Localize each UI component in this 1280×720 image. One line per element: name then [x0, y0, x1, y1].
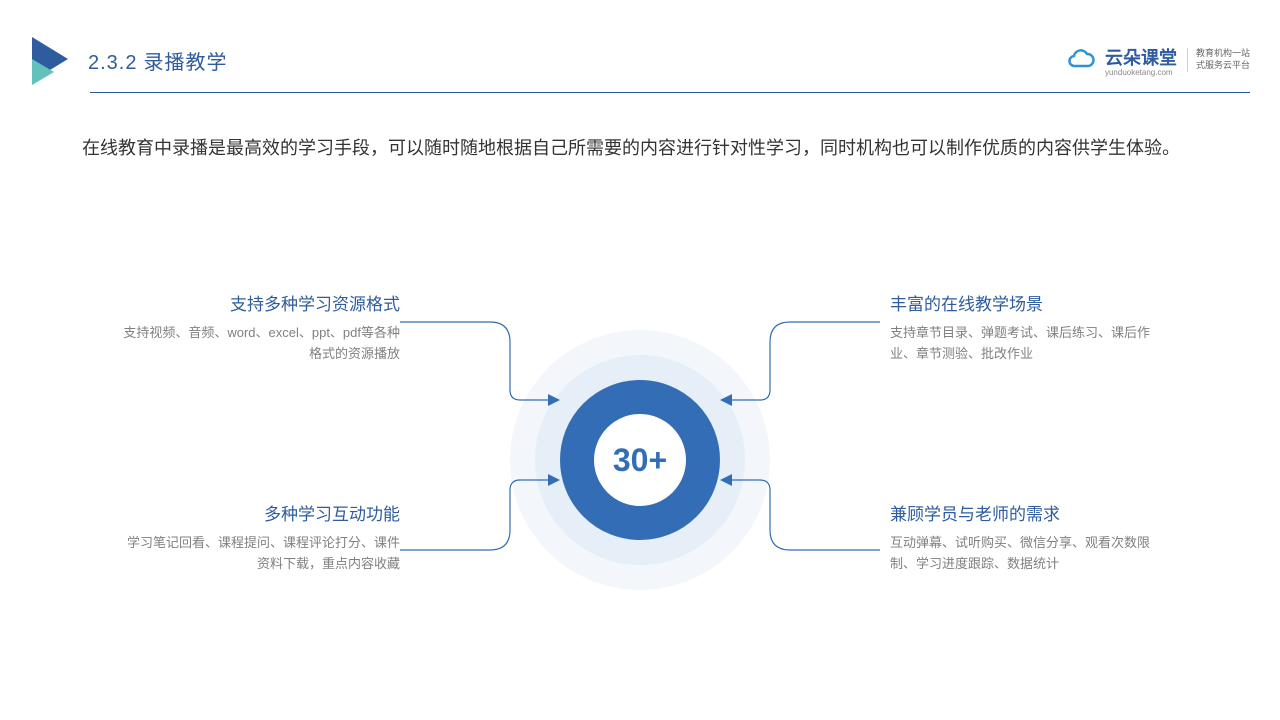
center-circle-widget: 30+ — [500, 320, 780, 600]
header: 2.3.2 录播教学 云朵课堂 yunduoketang.com 教育机构一站 式… — [30, 35, 1250, 85]
tagline-line1: 教育机构一站 — [1196, 48, 1250, 60]
feature-desc: 支持视频、音频、word、excel、ppt、pdf等各种格式的资源播放 — [120, 323, 400, 365]
title-underline — [90, 92, 1250, 93]
feature-desc: 支持章节目录、弹题考试、课后练习、课后作业、章节测验、批改作业 — [890, 323, 1170, 365]
section-title-text: 录播教学 — [143, 52, 227, 74]
feature-top-right: 丰富的在线教学场景 支持章节目录、弹题考试、课后练习、课后作业、章节测验、批改作… — [890, 290, 1170, 365]
feature-title: 兼顾学员与老师的需求 — [890, 500, 1170, 525]
feature-desc: 学习笔记回看、课程提问、课程评论打分、课件资料下载，重点内容收藏 — [120, 533, 400, 575]
center-value: 30+ — [613, 442, 667, 479]
feature-top-left: 支持多种学习资源格式 支持视频、音频、word、excel、ppt、pdf等各种… — [120, 290, 400, 365]
feature-title: 多种学习互动功能 — [120, 500, 400, 525]
feature-bottom-left: 多种学习互动功能 学习笔记回看、课程提问、课程评论打分、课件资料下载，重点内容收… — [120, 500, 400, 575]
logo-tagline: 教育机构一站 式服务云平台 — [1187, 48, 1250, 71]
tagline-line2: 式服务云平台 — [1196, 60, 1250, 72]
logo-name: 云朵课堂 — [1105, 44, 1177, 70]
feature-bottom-right: 兼顾学员与老师的需求 互动弹幕、试听购买、微信分享、观看次数限制、学习进度跟踪、… — [890, 500, 1170, 575]
logo-text-block: 云朵课堂 yunduoketang.com — [1105, 44, 1177, 77]
title-group: 2.3.2 录播教学 — [30, 35, 227, 85]
section-number: 2.3.2 — [88, 52, 137, 74]
feature-desc: 互动弹幕、试听购买、微信分享、观看次数限制、学习进度跟踪、数据统计 — [890, 533, 1170, 575]
intro-text: 在线教育中录播是最高效的学习手段，可以随时随地根据自己所需要的内容进行针对性学习… — [82, 130, 1220, 166]
play-icon — [30, 35, 70, 85]
logo-url: yunduoketang.com — [1105, 68, 1177, 77]
logo-group: 云朵课堂 yunduoketang.com 教育机构一站 式服务云平台 — [1067, 44, 1250, 77]
feature-title: 丰富的在线教学场景 — [890, 290, 1170, 315]
feature-title: 支持多种学习资源格式 — [120, 290, 400, 315]
section-title: 2.3.2 录播教学 — [88, 46, 227, 75]
ring: 30+ — [560, 380, 720, 540]
cloud-icon — [1067, 47, 1095, 74]
diagram-area: 30+ 支持多种学习资源格式 支持视频、音频、word、excel、ppt、pd… — [0, 250, 1280, 670]
